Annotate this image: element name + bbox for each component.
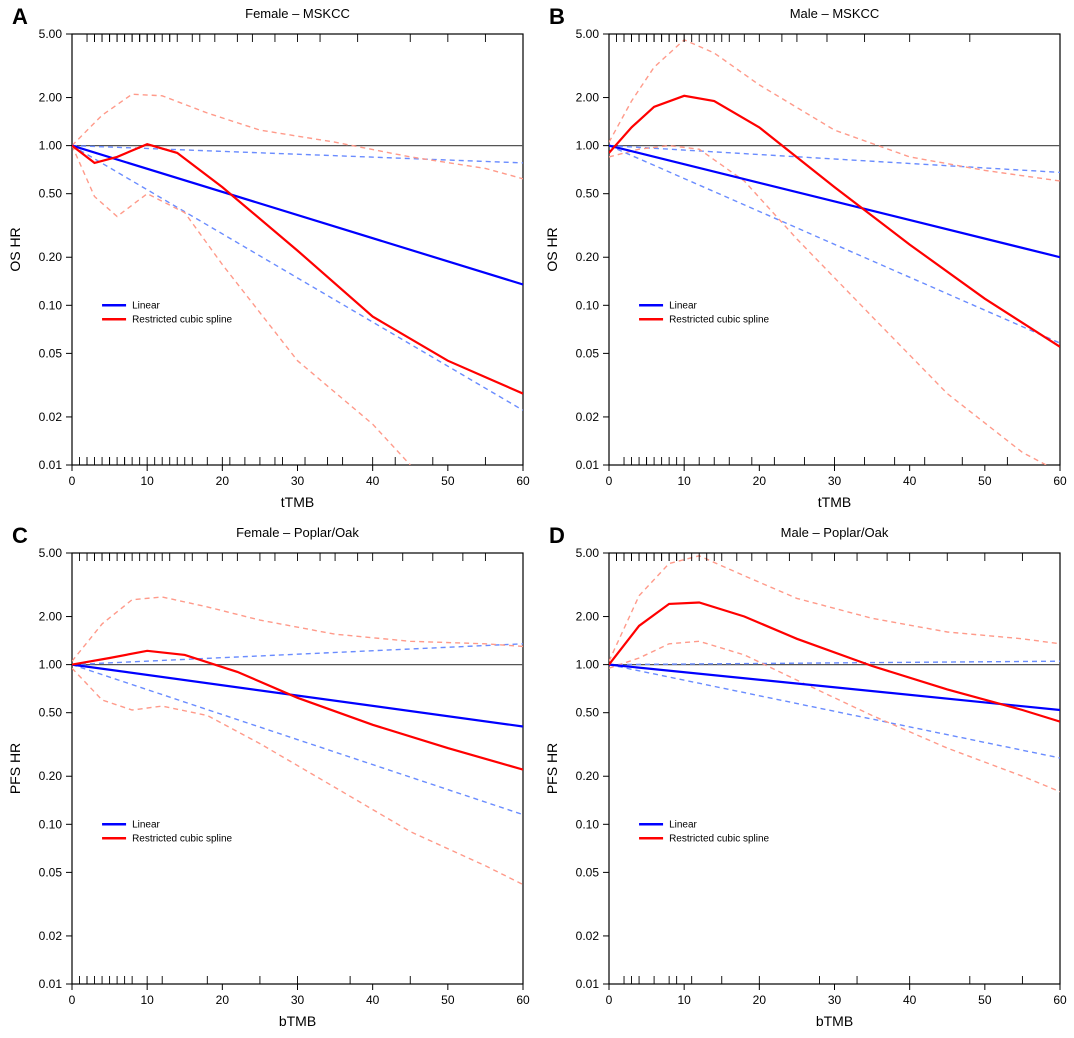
svg-text:0.01: 0.01 bbox=[576, 458, 600, 472]
svg-text:Male – Poplar/Oak: Male – Poplar/Oak bbox=[781, 525, 889, 540]
svg-text:30: 30 bbox=[291, 474, 305, 488]
panel-letter: D bbox=[549, 523, 565, 549]
svg-text:20: 20 bbox=[753, 474, 767, 488]
svg-text:0.50: 0.50 bbox=[39, 187, 63, 201]
svg-text:1.00: 1.00 bbox=[39, 658, 63, 672]
svg-text:40: 40 bbox=[903, 993, 917, 1007]
svg-text:60: 60 bbox=[516, 474, 530, 488]
svg-text:2.00: 2.00 bbox=[576, 610, 600, 624]
svg-text:0.05: 0.05 bbox=[576, 346, 600, 360]
svg-text:Linear: Linear bbox=[669, 819, 697, 830]
svg-text:2.00: 2.00 bbox=[576, 91, 600, 105]
svg-text:10: 10 bbox=[677, 993, 691, 1007]
svg-text:0.02: 0.02 bbox=[576, 410, 600, 424]
svg-text:30: 30 bbox=[828, 993, 842, 1007]
svg-text:Female – MSKCC: Female – MSKCC bbox=[245, 6, 350, 21]
svg-text:50: 50 bbox=[441, 993, 455, 1007]
svg-text:30: 30 bbox=[828, 474, 842, 488]
svg-text:40: 40 bbox=[366, 993, 380, 1007]
svg-text:OS HR: OS HR bbox=[7, 227, 23, 271]
svg-text:0: 0 bbox=[69, 474, 76, 488]
svg-text:0: 0 bbox=[606, 993, 613, 1007]
svg-text:0.05: 0.05 bbox=[576, 865, 600, 879]
panel-letter: A bbox=[12, 4, 28, 30]
svg-text:30: 30 bbox=[291, 993, 305, 1007]
svg-text:0.02: 0.02 bbox=[39, 929, 63, 943]
svg-text:Restricted cubic spline: Restricted cubic spline bbox=[669, 314, 769, 325]
svg-text:5.00: 5.00 bbox=[39, 27, 63, 41]
svg-text:Male – MSKCC: Male – MSKCC bbox=[790, 6, 880, 21]
svg-text:0.20: 0.20 bbox=[39, 250, 63, 264]
panel-svg-D: Male – Poplar/Oak 0 10 20 30 40 50 60 0.01 0.02 0.… bbox=[537, 519, 1074, 1038]
svg-text:0.10: 0.10 bbox=[576, 298, 600, 312]
svg-text:2.00: 2.00 bbox=[39, 91, 63, 105]
svg-text:0.20: 0.20 bbox=[576, 250, 600, 264]
svg-text:5.00: 5.00 bbox=[576, 546, 600, 560]
svg-text:Restricted cubic spline: Restricted cubic spline bbox=[132, 314, 232, 325]
svg-text:OS HR: OS HR bbox=[544, 227, 560, 271]
svg-text:bTMB: bTMB bbox=[279, 1013, 316, 1029]
svg-text:0.01: 0.01 bbox=[39, 977, 63, 991]
svg-text:Female – Poplar/Oak: Female – Poplar/Oak bbox=[236, 525, 359, 540]
svg-text:0.50: 0.50 bbox=[576, 706, 600, 720]
svg-text:PFS HR: PFS HR bbox=[7, 743, 23, 794]
svg-text:0.02: 0.02 bbox=[39, 410, 63, 424]
svg-text:0: 0 bbox=[606, 474, 613, 488]
svg-text:0.50: 0.50 bbox=[576, 187, 600, 201]
svg-text:10: 10 bbox=[677, 474, 691, 488]
svg-text:tTMB: tTMB bbox=[281, 494, 314, 510]
panel-cell-C: C Female – Poplar/Oak 0 10 20 30 40 50 60 0.01 0.… bbox=[0, 519, 537, 1038]
svg-text:10: 10 bbox=[140, 993, 154, 1007]
panel-letter: B bbox=[549, 4, 565, 30]
svg-text:10: 10 bbox=[140, 474, 154, 488]
svg-text:tTMB: tTMB bbox=[818, 494, 851, 510]
svg-text:1.00: 1.00 bbox=[576, 658, 600, 672]
svg-text:0.05: 0.05 bbox=[39, 346, 63, 360]
svg-text:0.05: 0.05 bbox=[39, 865, 63, 879]
svg-text:Restricted cubic spline: Restricted cubic spline bbox=[669, 833, 769, 844]
svg-text:40: 40 bbox=[366, 474, 380, 488]
svg-text:0: 0 bbox=[69, 993, 76, 1007]
svg-text:PFS HR: PFS HR bbox=[544, 743, 560, 794]
panel-cell-D: D Male – Poplar/Oak 0 10 20 30 40 50 60 0.01 0.02… bbox=[537, 519, 1074, 1038]
svg-text:60: 60 bbox=[1053, 474, 1067, 488]
svg-text:20: 20 bbox=[216, 993, 230, 1007]
svg-text:Linear: Linear bbox=[132, 819, 160, 830]
svg-text:1.00: 1.00 bbox=[39, 139, 63, 153]
svg-text:60: 60 bbox=[516, 993, 530, 1007]
svg-text:50: 50 bbox=[978, 474, 992, 488]
svg-text:0.10: 0.10 bbox=[576, 817, 600, 831]
svg-text:60: 60 bbox=[1053, 993, 1067, 1007]
svg-text:1.00: 1.00 bbox=[576, 139, 600, 153]
svg-text:0.50: 0.50 bbox=[39, 706, 63, 720]
svg-text:5.00: 5.00 bbox=[576, 27, 600, 41]
svg-text:0.01: 0.01 bbox=[576, 977, 600, 991]
panel-cell-A: A Female – MSKCC 0 10 20 30 40 50 60 0.01 0.02 0.0… bbox=[0, 0, 537, 519]
svg-text:0.10: 0.10 bbox=[39, 817, 63, 831]
svg-text:0.20: 0.20 bbox=[39, 769, 63, 783]
svg-text:50: 50 bbox=[441, 474, 455, 488]
svg-text:Restricted cubic spline: Restricted cubic spline bbox=[132, 833, 232, 844]
svg-text:0.10: 0.10 bbox=[39, 298, 63, 312]
svg-text:50: 50 bbox=[978, 993, 992, 1007]
svg-text:20: 20 bbox=[753, 993, 767, 1007]
svg-text:0.20: 0.20 bbox=[576, 769, 600, 783]
panel-letter: C bbox=[12, 523, 28, 549]
panel-grid: A Female – MSKCC 0 10 20 30 40 50 60 0.01 0.02 0.0… bbox=[0, 0, 1074, 1038]
panel-svg-C: Female – Poplar/Oak 0 10 20 30 40 50 60 0.01 0.02… bbox=[0, 519, 537, 1038]
svg-text:2.00: 2.00 bbox=[39, 610, 63, 624]
svg-text:Linear: Linear bbox=[669, 300, 697, 311]
svg-text:0.01: 0.01 bbox=[39, 458, 63, 472]
panel-svg-A: Female – MSKCC 0 10 20 30 40 50 60 0.01 0.02 0.05 0… bbox=[0, 0, 537, 519]
svg-text:Linear: Linear bbox=[132, 300, 160, 311]
svg-text:0.02: 0.02 bbox=[576, 929, 600, 943]
svg-text:40: 40 bbox=[903, 474, 917, 488]
panel-svg-B: Male – MSKCC 0 10 20 30 40 50 60 0.01 0.02 0.05 0.1… bbox=[537, 0, 1074, 519]
svg-text:bTMB: bTMB bbox=[816, 1013, 853, 1029]
panel-cell-B: B Male – MSKCC 0 10 20 30 40 50 60 0.01 0.02 0.05 0… bbox=[537, 0, 1074, 519]
svg-text:5.00: 5.00 bbox=[39, 546, 63, 560]
svg-text:20: 20 bbox=[216, 474, 230, 488]
